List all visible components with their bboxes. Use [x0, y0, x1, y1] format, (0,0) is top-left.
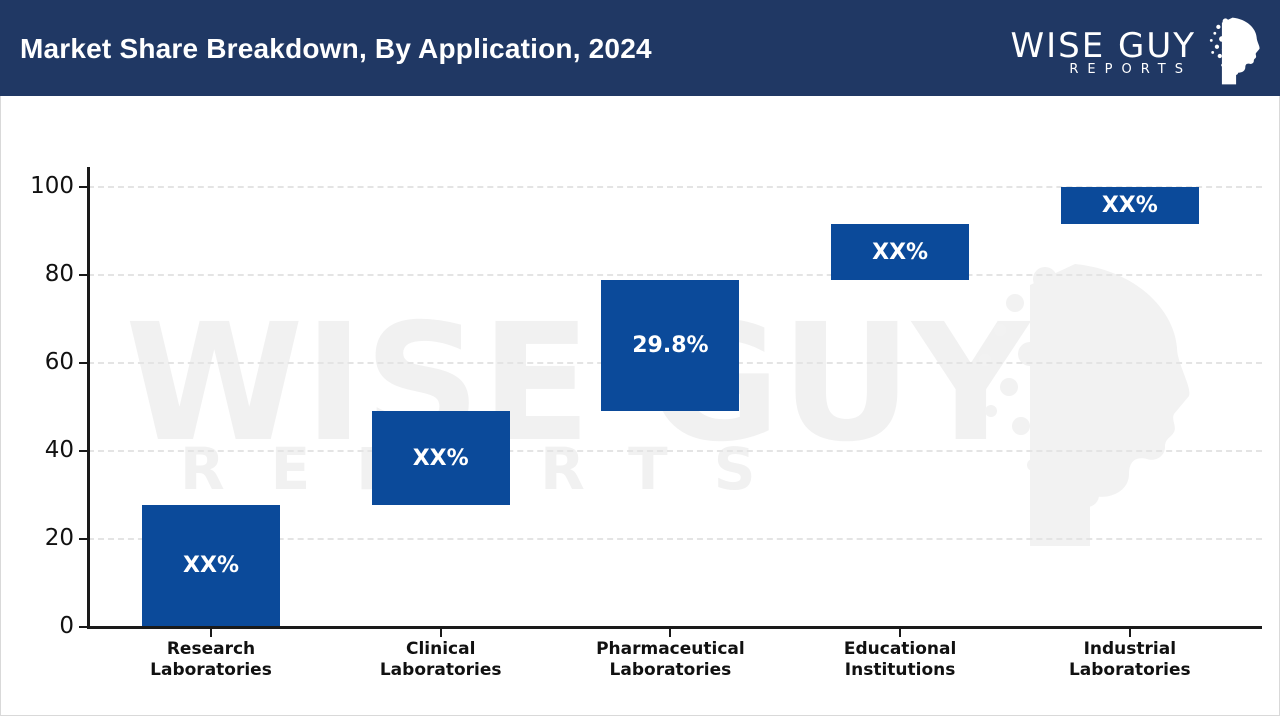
x-tick-mark — [439, 628, 442, 637]
bar-value-label: 29.8% — [632, 333, 709, 359]
gridline — [88, 449, 1262, 452]
x-category-label: Educational Institutions — [843, 638, 957, 680]
page-left-border — [0, 96, 1, 716]
y-tick-mark — [79, 625, 88, 628]
y-tick-label: 60 — [44, 348, 74, 375]
y-tick-label: 80 — [44, 260, 74, 287]
header-band: Market Share Breakdown, By Application, … — [0, 0, 1280, 96]
logo-subtext: REPORTS — [1069, 62, 1192, 77]
x-category-label: Industrial Laboratories — [1068, 638, 1191, 680]
gridline — [88, 186, 1262, 188]
y-tick-label: 100 — [30, 173, 74, 199]
waterfall-bar: XX% — [371, 411, 510, 506]
y-tick-mark — [79, 273, 88, 276]
x-axis — [87, 626, 1262, 629]
page-bottom-border — [0, 715, 1280, 716]
logo-wordmark: WISE GUY — [1010, 26, 1196, 66]
y-tick-label: 0 — [59, 612, 74, 639]
x-tick-mark — [1128, 628, 1131, 637]
x-category-label: Clinical Laboratories — [379, 638, 502, 680]
chart-title: Market Share Breakdown, By Application, … — [20, 33, 652, 64]
y-axis — [87, 167, 90, 629]
x-tick-mark — [899, 628, 902, 637]
y-tick-mark — [79, 361, 88, 364]
watermark-head-icon — [979, 264, 1190, 546]
x-tick-mark — [669, 628, 672, 637]
x-category-label: Pharmaceutical Laboratories — [596, 638, 745, 680]
waterfall-bar: XX% — [142, 505, 280, 627]
bar-value-label: XX% — [183, 553, 239, 579]
y-tick-label: 40 — [44, 436, 74, 463]
waterfall-bar: XX% — [831, 223, 970, 281]
logo-head-icon — [1209, 17, 1260, 85]
gridline — [88, 537, 1262, 540]
x-category-label: Research Laboratories — [150, 638, 272, 680]
waterfall-bar: XX% — [1060, 187, 1199, 224]
watermark-text-wiseguy: WISE GUY — [125, 290, 1030, 478]
bar-value-label: XX% — [872, 239, 929, 265]
gridline — [88, 273, 1262, 276]
y-tick-mark — [79, 537, 88, 540]
waterfall-bar: 29.8% — [601, 280, 740, 412]
wise-guy-reports-logo: WISE GUY REPORTS — [1008, 6, 1268, 92]
bar-value-label: XX% — [412, 445, 469, 471]
bar-value-label: XX% — [1101, 192, 1158, 218]
y-tick-mark — [79, 186, 88, 188]
y-tick-mark — [79, 449, 88, 452]
y-tick-label: 20 — [44, 524, 74, 551]
x-tick-mark — [210, 628, 212, 637]
